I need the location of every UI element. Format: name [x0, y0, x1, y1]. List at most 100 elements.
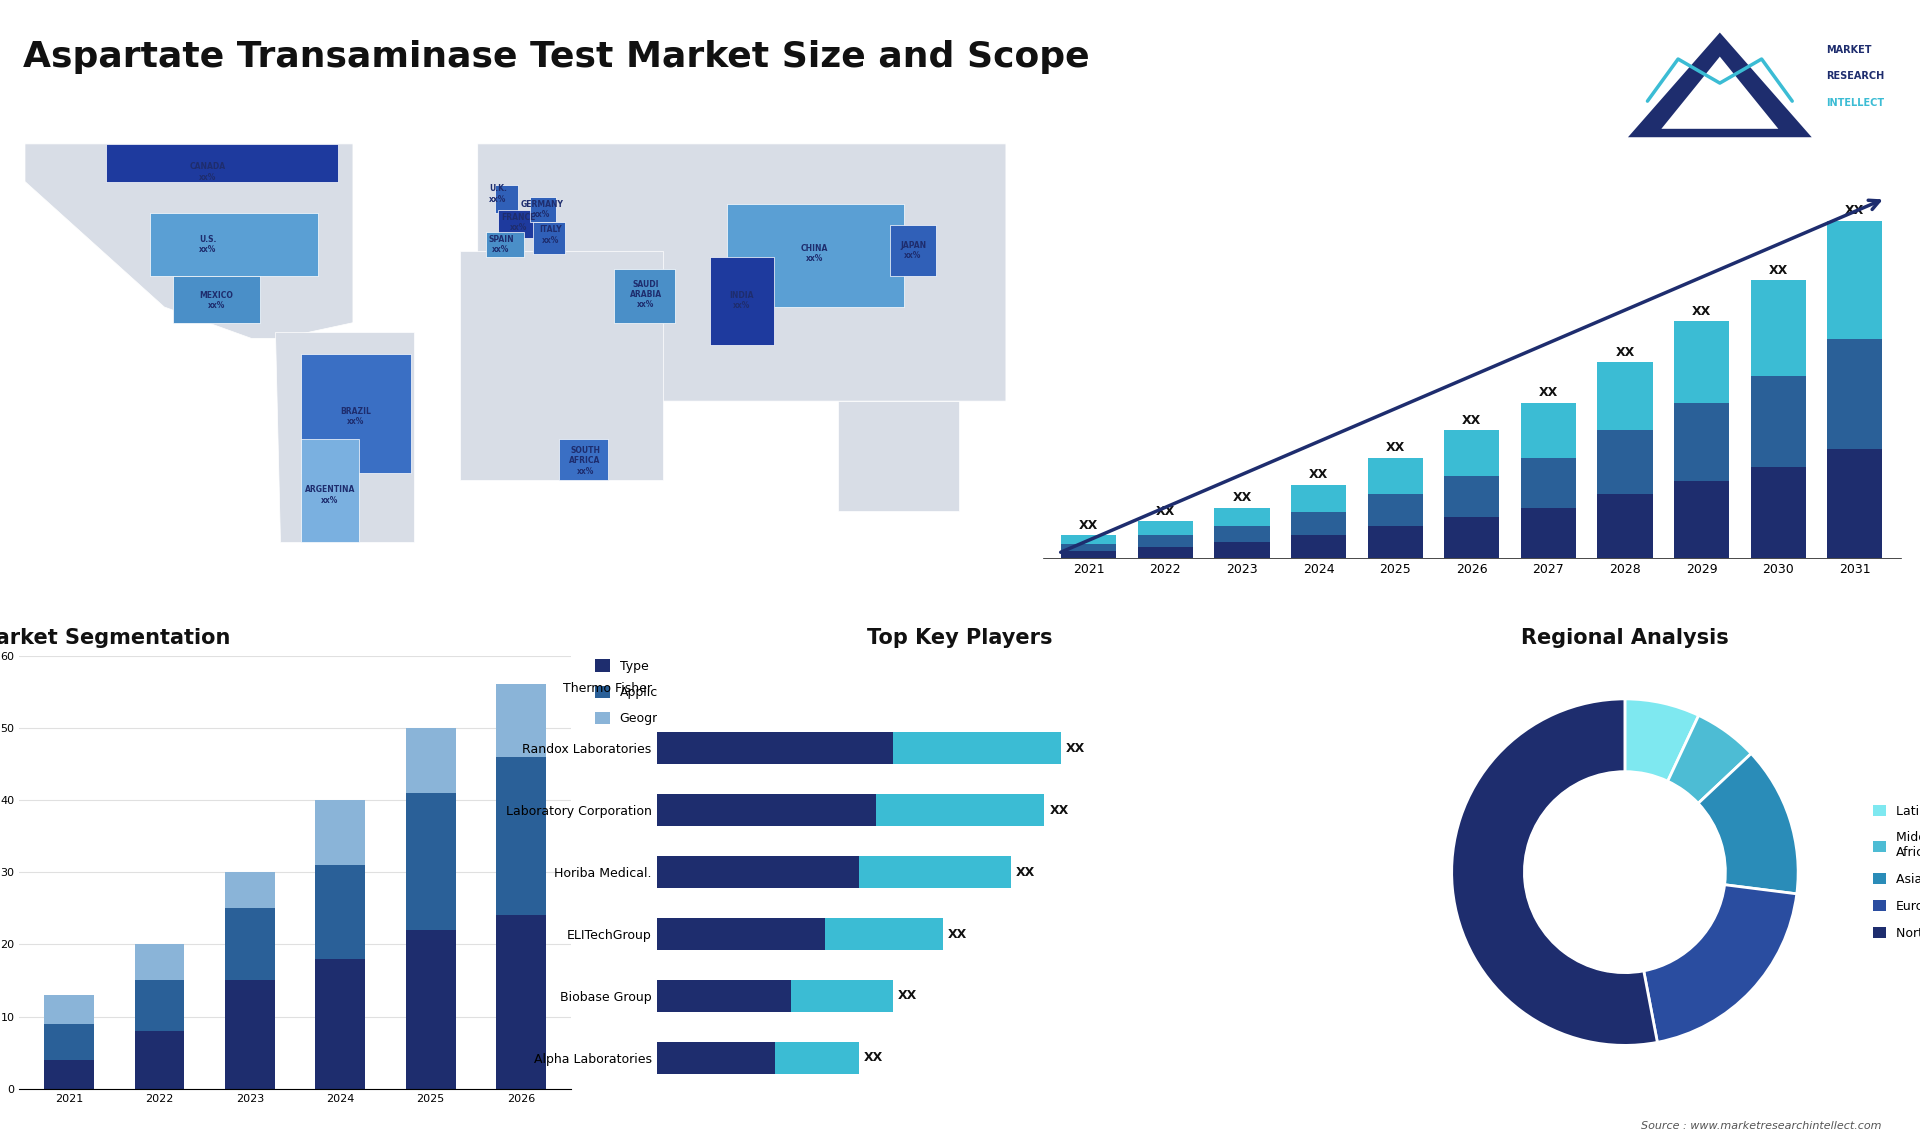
- Polygon shape: [889, 226, 937, 276]
- Polygon shape: [495, 185, 518, 213]
- Bar: [1751, 281, 1807, 376]
- Wedge shape: [1452, 699, 1657, 1045]
- Text: U.S.
xx%: U.S. xx%: [200, 235, 217, 254]
- Text: XX: XX: [1538, 386, 1557, 400]
- Bar: [44, 1060, 94, 1089]
- Bar: [1597, 431, 1653, 494]
- Polygon shape: [559, 439, 609, 479]
- Text: XX: XX: [1386, 441, 1405, 454]
- Text: INTELLECT: INTELLECT: [1826, 97, 1884, 108]
- Text: XX: XX: [1309, 469, 1329, 481]
- Bar: [657, 918, 826, 950]
- Bar: [1367, 457, 1423, 494]
- Bar: [657, 732, 893, 764]
- Bar: [791, 980, 893, 1012]
- Text: XX: XX: [864, 1051, 883, 1065]
- Bar: [774, 1042, 858, 1074]
- Text: XX: XX: [899, 989, 918, 1003]
- Bar: [876, 794, 1044, 826]
- Polygon shape: [534, 222, 564, 253]
- Polygon shape: [461, 251, 664, 479]
- Polygon shape: [728, 204, 904, 307]
- Bar: [657, 794, 876, 826]
- Bar: [134, 1031, 184, 1089]
- Text: XX: XX: [1692, 305, 1711, 317]
- Text: U.K.
xx%: U.K. xx%: [490, 185, 507, 204]
- Bar: [1674, 480, 1730, 558]
- Text: JAPAN
xx%: JAPAN xx%: [900, 241, 925, 260]
- Text: MARKET: MARKET: [1826, 45, 1872, 55]
- Bar: [893, 732, 1062, 764]
- Wedge shape: [1644, 885, 1797, 1043]
- Text: XX: XX: [948, 927, 968, 941]
- Bar: [1444, 476, 1500, 517]
- Circle shape: [1524, 771, 1726, 973]
- Polygon shape: [150, 213, 319, 276]
- Bar: [1290, 535, 1346, 558]
- Text: XX: XX: [1768, 264, 1788, 276]
- Text: Source : www.marketresearchintellect.com: Source : www.marketresearchintellect.com: [1642, 1121, 1882, 1131]
- Polygon shape: [1628, 32, 1812, 138]
- Polygon shape: [25, 144, 353, 338]
- Polygon shape: [301, 439, 359, 542]
- Bar: [1521, 403, 1576, 457]
- Text: RESEARCH: RESEARCH: [1826, 71, 1884, 81]
- Bar: [1139, 547, 1192, 558]
- Text: XX: XX: [1050, 803, 1069, 817]
- Bar: [657, 980, 791, 1012]
- Bar: [657, 856, 858, 888]
- Bar: [1290, 485, 1346, 512]
- Text: SOUTH
AFRICA
xx%: SOUTH AFRICA xx%: [570, 446, 601, 476]
- Bar: [315, 959, 365, 1089]
- Polygon shape: [1661, 56, 1778, 128]
- Bar: [1751, 376, 1807, 466]
- Bar: [1521, 457, 1576, 508]
- Bar: [495, 916, 545, 1089]
- Wedge shape: [1697, 754, 1799, 894]
- Polygon shape: [614, 269, 676, 323]
- Bar: [405, 793, 455, 929]
- Bar: [1674, 321, 1730, 403]
- Bar: [134, 981, 184, 1031]
- Bar: [495, 756, 545, 916]
- Polygon shape: [301, 354, 411, 473]
- Text: CHINA
xx%: CHINA xx%: [801, 244, 828, 264]
- Polygon shape: [106, 144, 338, 181]
- Bar: [1062, 535, 1116, 544]
- Bar: [1444, 517, 1500, 558]
- Polygon shape: [710, 257, 774, 345]
- Text: ITALY
xx%: ITALY xx%: [540, 225, 561, 244]
- Text: XX: XX: [1079, 518, 1098, 532]
- Bar: [225, 872, 275, 909]
- Bar: [1367, 526, 1423, 558]
- Polygon shape: [530, 197, 557, 222]
- Bar: [315, 800, 365, 865]
- Bar: [44, 1023, 94, 1060]
- Polygon shape: [486, 231, 524, 257]
- Text: XX: XX: [1233, 492, 1252, 504]
- Bar: [405, 929, 455, 1089]
- Polygon shape: [837, 401, 960, 511]
- Text: XX: XX: [1845, 204, 1864, 218]
- Bar: [1139, 535, 1192, 547]
- Text: SAUDI
ARABIA
xx%: SAUDI ARABIA xx%: [630, 280, 662, 309]
- Bar: [1213, 542, 1269, 558]
- Bar: [1828, 448, 1882, 558]
- Wedge shape: [1668, 715, 1751, 803]
- Bar: [1828, 221, 1882, 339]
- Bar: [1062, 551, 1116, 558]
- Bar: [44, 995, 94, 1023]
- Bar: [225, 909, 275, 981]
- Bar: [1674, 403, 1730, 480]
- Bar: [1367, 494, 1423, 526]
- Bar: [1213, 526, 1269, 542]
- Text: XX: XX: [1463, 414, 1482, 426]
- Bar: [1521, 508, 1576, 558]
- Polygon shape: [497, 210, 536, 238]
- Bar: [134, 944, 184, 981]
- Polygon shape: [478, 144, 1006, 401]
- Text: INDIA
xx%: INDIA xx%: [730, 291, 755, 311]
- Polygon shape: [173, 276, 259, 323]
- Bar: [495, 684, 545, 756]
- Text: FRANCE
xx%: FRANCE xx%: [501, 213, 536, 231]
